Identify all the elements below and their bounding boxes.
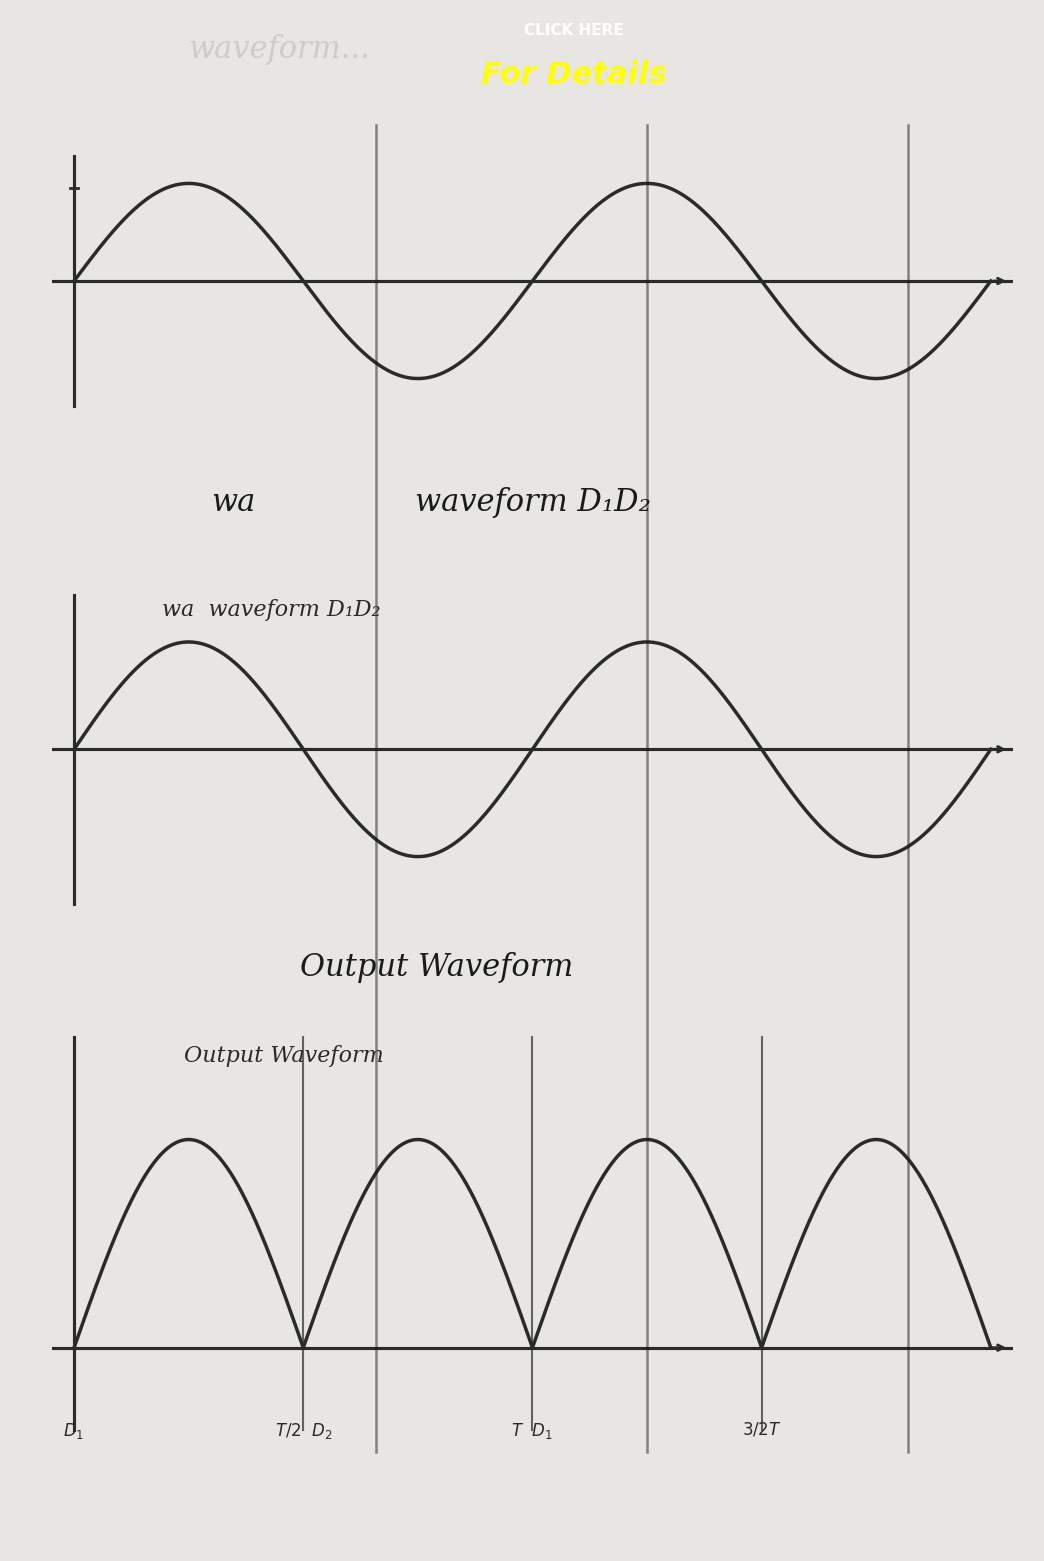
- Text: $T$  $D_1$: $T$ $D_1$: [512, 1421, 553, 1441]
- Text: For Details: For Details: [481, 59, 667, 89]
- Text: CLICK HERE: CLICK HERE: [524, 23, 624, 37]
- Text: $3/2T$: $3/2T$: [742, 1421, 781, 1439]
- Text: $D_1$: $D_1$: [64, 1421, 85, 1441]
- Text: Output Waveform: Output Waveform: [184, 1046, 383, 1068]
- Text: wa  waveform D₁D₂: wa waveform D₁D₂: [162, 599, 380, 621]
- Text: waveform...: waveform...: [188, 34, 370, 64]
- Text: $T/2$  $D_2$: $T/2$ $D_2$: [275, 1421, 332, 1441]
- Text: Output Waveform: Output Waveform: [300, 952, 573, 983]
- Text: wa: wa: [211, 487, 255, 518]
- Text: waveform D₁D₂: waveform D₁D₂: [414, 487, 650, 518]
